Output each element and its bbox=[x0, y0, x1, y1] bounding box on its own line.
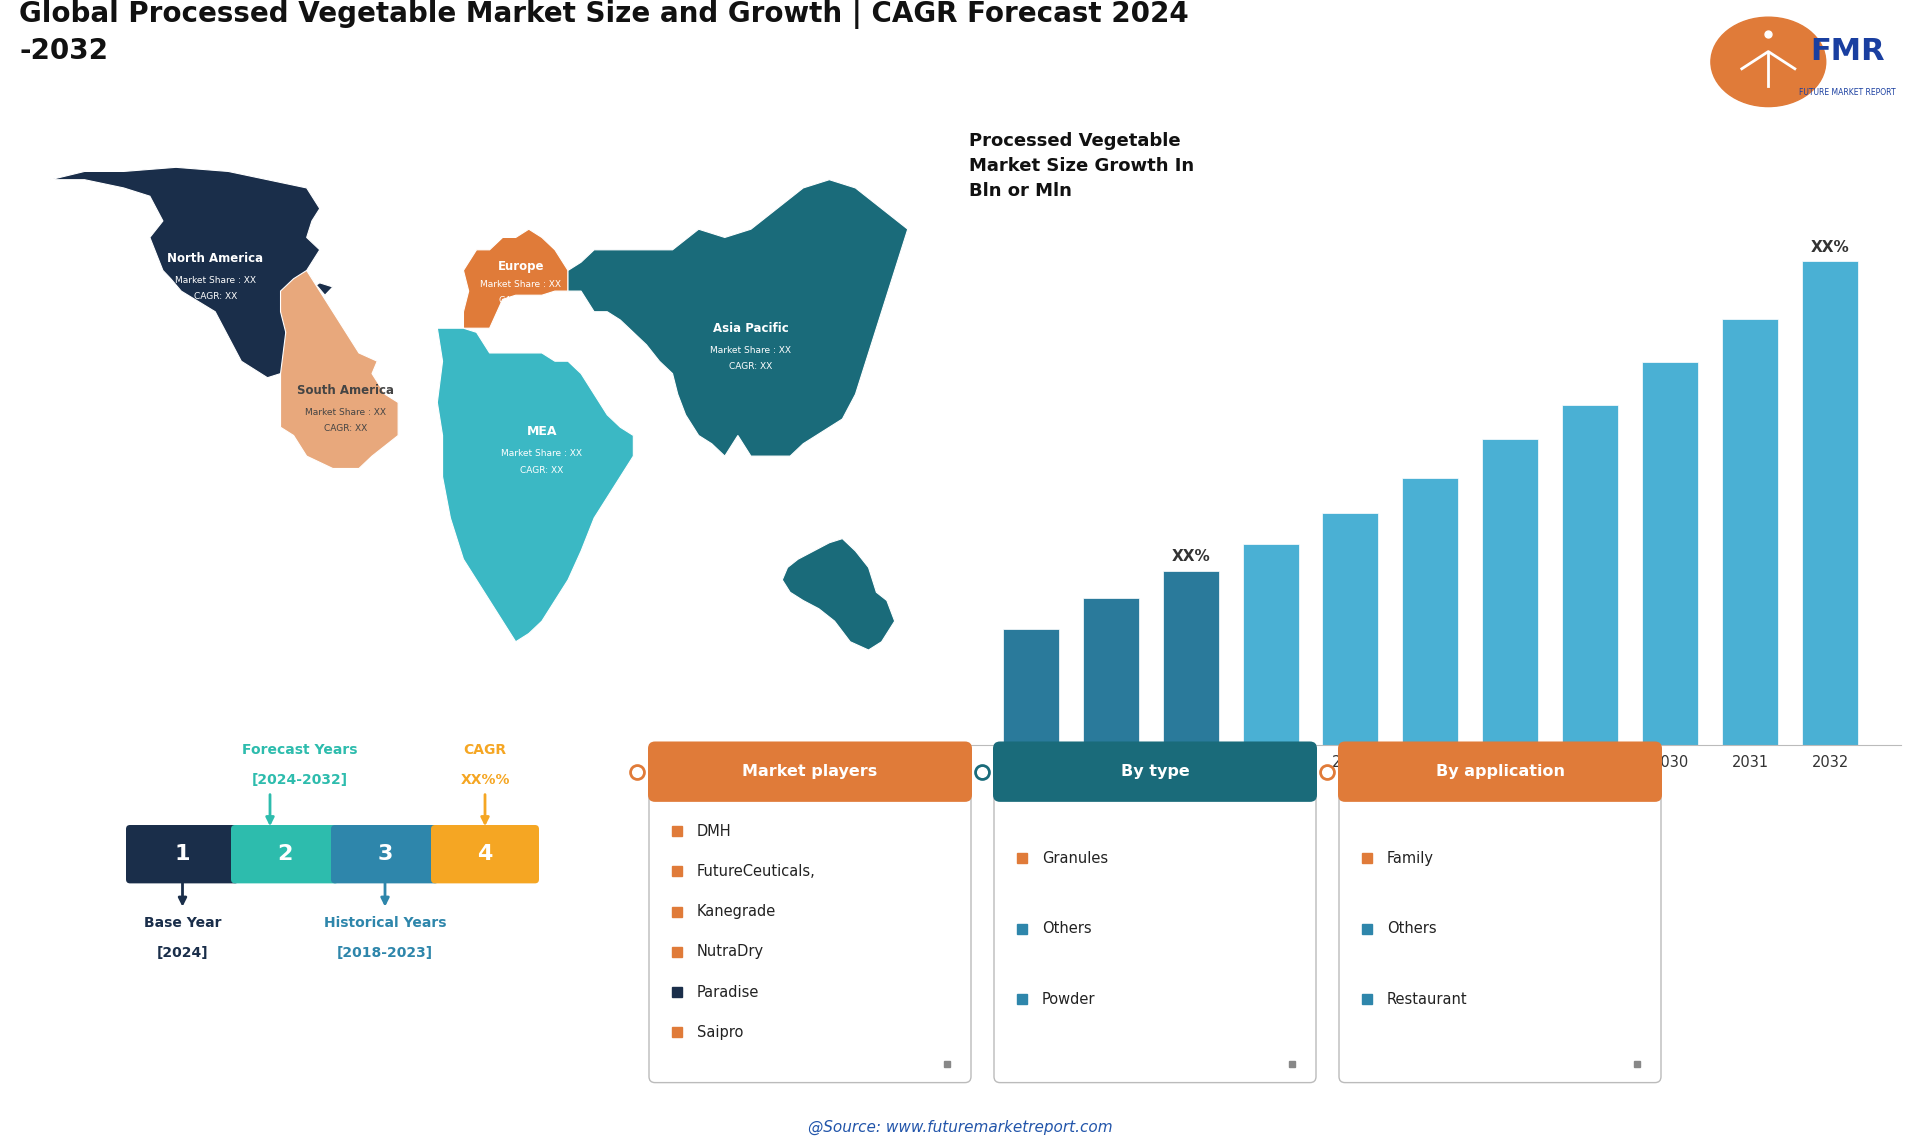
Text: Forecast Years: Forecast Years bbox=[242, 743, 357, 756]
Text: By type: By type bbox=[1121, 764, 1188, 779]
Polygon shape bbox=[463, 229, 568, 328]
Text: 1: 1 bbox=[175, 845, 190, 864]
Polygon shape bbox=[781, 539, 895, 650]
Bar bbox=[1642, 362, 1697, 745]
FancyBboxPatch shape bbox=[995, 788, 1315, 1083]
Polygon shape bbox=[280, 270, 397, 469]
Text: Market Share : XX: Market Share : XX bbox=[305, 408, 386, 417]
FancyBboxPatch shape bbox=[1338, 788, 1661, 1083]
Text: CAGR: XX: CAGR: XX bbox=[194, 292, 236, 301]
Bar bbox=[1083, 598, 1139, 745]
Text: [2024]: [2024] bbox=[157, 945, 207, 960]
Text: 2: 2 bbox=[276, 845, 292, 864]
Text: Restaurant: Restaurant bbox=[1386, 991, 1467, 1006]
Text: Asia Pacific: Asia Pacific bbox=[712, 322, 789, 336]
Polygon shape bbox=[50, 167, 332, 378]
FancyBboxPatch shape bbox=[230, 825, 340, 884]
Text: CAGR: CAGR bbox=[463, 743, 507, 756]
Bar bbox=[1323, 513, 1379, 745]
Text: Base Year: Base Year bbox=[144, 916, 221, 929]
Text: XX%: XX% bbox=[1171, 549, 1210, 564]
Text: 4: 4 bbox=[478, 845, 493, 864]
Text: Saipro: Saipro bbox=[697, 1025, 743, 1039]
Text: XX%%: XX%% bbox=[461, 772, 509, 787]
Bar bbox=[1164, 571, 1219, 745]
Text: XX%: XX% bbox=[1811, 240, 1849, 254]
Text: Market Share : XX: Market Share : XX bbox=[710, 346, 791, 355]
Text: FMR: FMR bbox=[1811, 37, 1885, 66]
Text: CAGR: XX: CAGR: XX bbox=[520, 465, 563, 474]
FancyBboxPatch shape bbox=[1338, 741, 1663, 802]
Text: MEA: MEA bbox=[526, 425, 557, 439]
Text: Paradise: Paradise bbox=[697, 984, 760, 999]
FancyBboxPatch shape bbox=[127, 825, 238, 884]
Text: Market Share : XX: Market Share : XX bbox=[501, 449, 582, 458]
Text: 3: 3 bbox=[378, 845, 394, 864]
Bar bbox=[1803, 261, 1859, 745]
Text: CAGR: XX: CAGR: XX bbox=[324, 424, 367, 433]
Text: Processed Vegetable
Market Size Growth In
Bln or Mln: Processed Vegetable Market Size Growth I… bbox=[970, 132, 1194, 201]
Text: FutureCeuticals,: FutureCeuticals, bbox=[697, 864, 816, 879]
FancyBboxPatch shape bbox=[649, 788, 972, 1083]
Text: Market players: Market players bbox=[743, 764, 877, 779]
Text: South America: South America bbox=[298, 384, 394, 398]
FancyBboxPatch shape bbox=[993, 741, 1317, 802]
Text: [2018-2023]: [2018-2023] bbox=[336, 945, 434, 960]
Text: CAGR: XX: CAGR: XX bbox=[730, 362, 772, 371]
Text: Family: Family bbox=[1386, 850, 1434, 865]
Text: Europe: Europe bbox=[497, 260, 543, 274]
Polygon shape bbox=[568, 180, 908, 456]
Text: Others: Others bbox=[1043, 921, 1092, 936]
Bar bbox=[1563, 405, 1619, 745]
Text: NutraDry: NutraDry bbox=[697, 944, 764, 959]
Bar bbox=[1242, 544, 1298, 745]
Text: @Source: www.futuremarketreport.com: @Source: www.futuremarketreport.com bbox=[808, 1121, 1112, 1136]
Bar bbox=[1002, 629, 1058, 745]
Text: North America: North America bbox=[167, 252, 263, 265]
Text: Granules: Granules bbox=[1043, 850, 1108, 865]
Text: By application: By application bbox=[1436, 764, 1565, 779]
Text: Powder: Powder bbox=[1043, 991, 1096, 1006]
Bar bbox=[1722, 320, 1778, 745]
Text: Others: Others bbox=[1386, 921, 1436, 936]
Circle shape bbox=[1711, 17, 1826, 107]
Text: Kanegrade: Kanegrade bbox=[697, 904, 776, 919]
Text: Historical Years: Historical Years bbox=[324, 916, 445, 929]
Text: Market Share : XX: Market Share : XX bbox=[175, 276, 255, 285]
Bar bbox=[1482, 439, 1538, 745]
Text: Market Share : XX: Market Share : XX bbox=[480, 280, 561, 289]
FancyBboxPatch shape bbox=[330, 825, 440, 884]
Bar bbox=[1402, 478, 1459, 745]
Text: CAGR: XX: CAGR: XX bbox=[499, 297, 543, 306]
FancyBboxPatch shape bbox=[649, 741, 972, 802]
Text: DMH: DMH bbox=[697, 824, 732, 839]
Text: [2024-2032]: [2024-2032] bbox=[252, 772, 348, 787]
Text: FUTURE MARKET REPORT: FUTURE MARKET REPORT bbox=[1799, 88, 1897, 97]
FancyBboxPatch shape bbox=[430, 825, 540, 884]
Text: Global Processed Vegetable Market Size and Growth | CAGR Forecast 2024
-2032: Global Processed Vegetable Market Size a… bbox=[19, 0, 1188, 64]
Polygon shape bbox=[438, 328, 634, 642]
